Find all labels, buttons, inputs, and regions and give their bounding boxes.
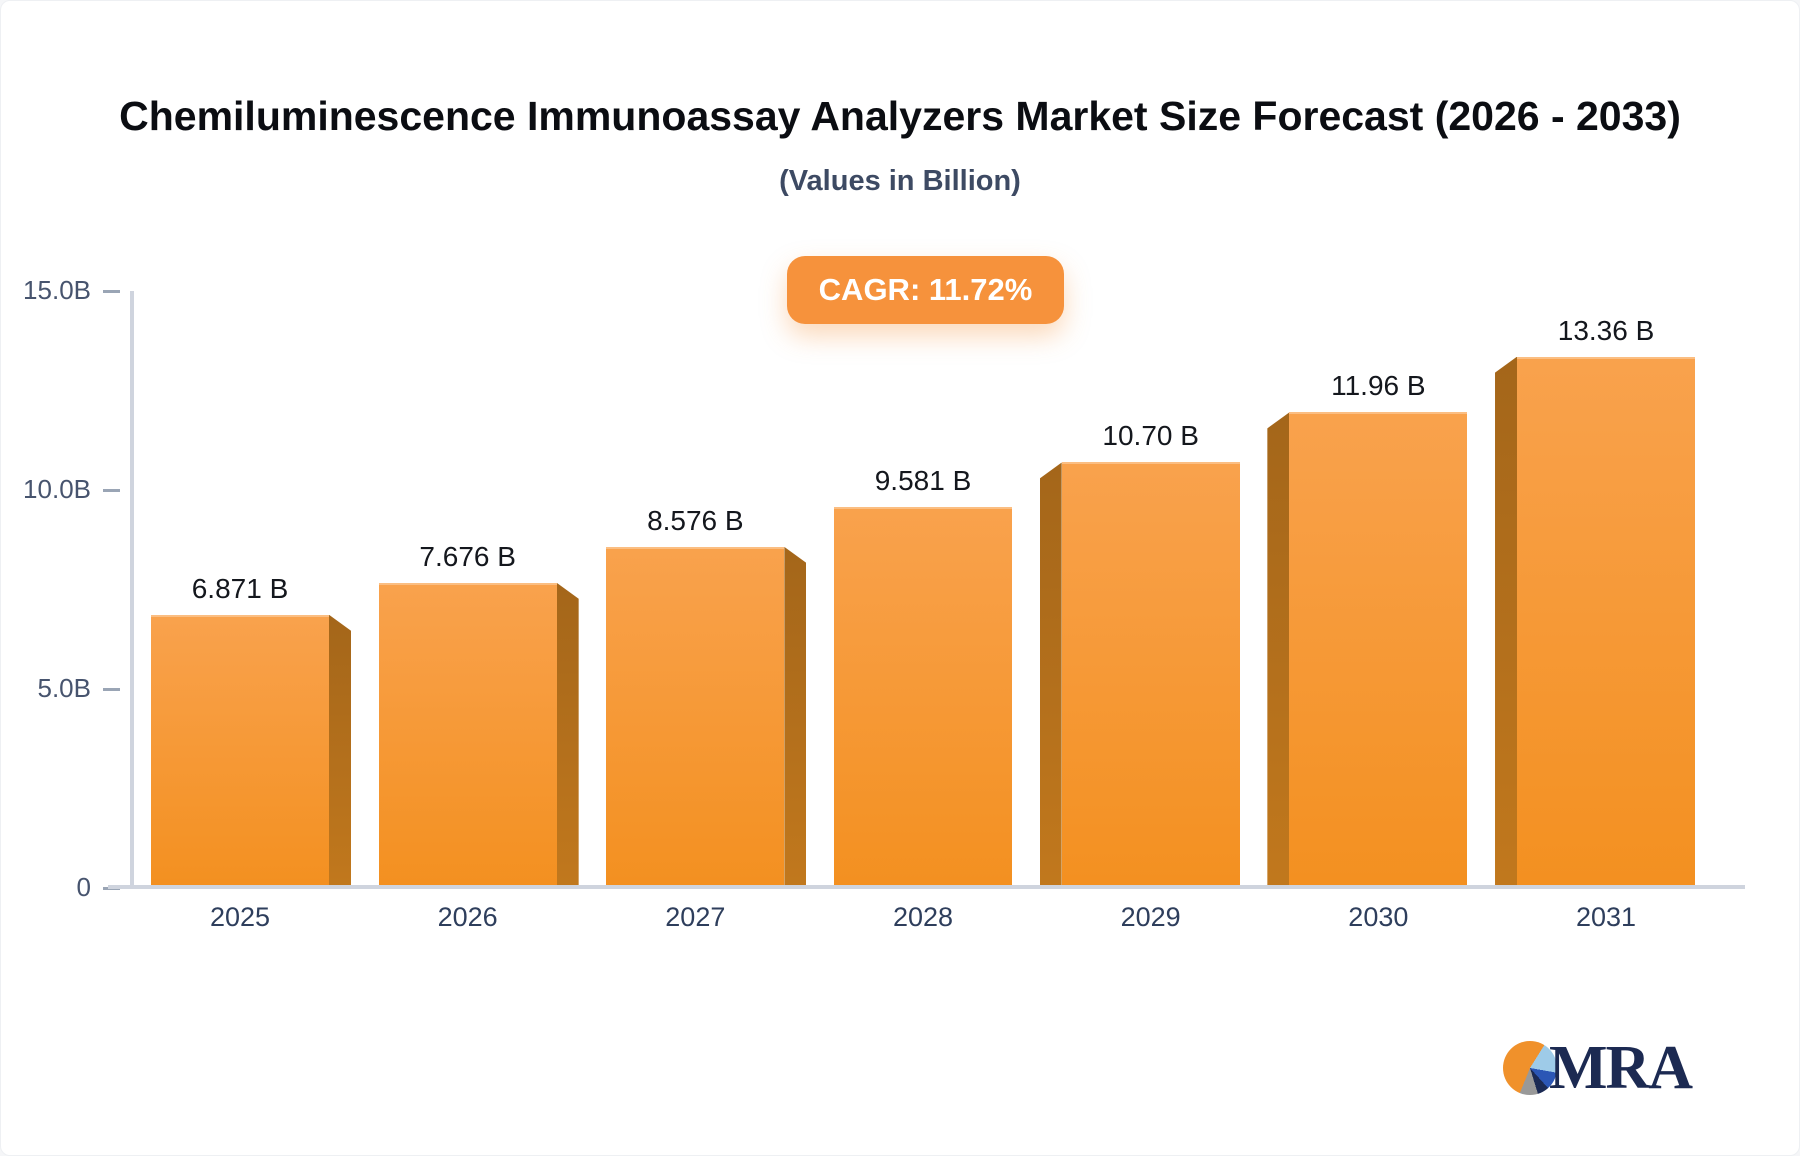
- bar-2028: [834, 506, 1012, 888]
- bar-side-face: [1267, 412, 1290, 888]
- bar-2025: [151, 614, 329, 888]
- x-tick-label: 2026: [437, 902, 498, 932]
- bar-value-label: 7.676 B: [419, 540, 516, 572]
- chart-title: Chemiluminescence Immunoassay Analyzers …: [119, 93, 1681, 139]
- bar-2026: [378, 582, 557, 888]
- y-tick-label: 5.0B: [37, 673, 92, 704]
- bar-2031: [1517, 356, 1696, 888]
- x-tick-label: 2025: [209, 902, 271, 932]
- cagr-badge-label: CAGR: 11.72%: [818, 272, 1033, 307]
- mra-logo: MRA: [1503, 1034, 1693, 1102]
- y-tick-label: 10.0B: [23, 474, 91, 505]
- logo-text: MRA: [1549, 1034, 1693, 1102]
- bar-side-face: [784, 546, 807, 888]
- y-tick-dash: [103, 688, 120, 692]
- bar-2030: [1289, 412, 1468, 888]
- bar-2029: [1061, 462, 1240, 888]
- bar-side-face: [556, 582, 579, 888]
- pie-chart-icon: [1503, 1041, 1557, 1095]
- y-tick-dash: [103, 489, 120, 493]
- bar-side-face: [329, 614, 351, 888]
- bar-value-label: 8.576 B: [647, 504, 744, 536]
- x-axis-line: [108, 885, 1745, 889]
- bar-side-face: [1495, 356, 1518, 888]
- chart-subtitle: (Values in Billion): [779, 165, 1021, 197]
- bar-value-label: 9.581 B: [874, 464, 972, 496]
- x-tick-label: 2029: [1120, 902, 1181, 932]
- bar-2027: [606, 546, 785, 888]
- bar-value-label: 6.871 B: [191, 572, 289, 604]
- bar-side-face: [1039, 462, 1062, 888]
- bar-value-label: 11.96 B: [1331, 370, 1426, 402]
- bar-value-label: 13.36 B: [1557, 314, 1655, 346]
- y-tick-dash: [103, 290, 120, 294]
- cagr-badge: CAGR: 11.72%: [787, 256, 1064, 324]
- bar-value-label: 10.70 B: [1102, 420, 1199, 452]
- x-tick-label: 2027: [665, 902, 726, 932]
- y-tick-label: 15.0B: [23, 275, 91, 306]
- y-axis-line: [130, 291, 134, 888]
- x-tick-label: 2031: [1575, 902, 1637, 932]
- x-tick-label: 2028: [892, 902, 954, 932]
- x-tick-label: 2030: [1348, 902, 1409, 932]
- y-tick-label: 0: [76, 872, 91, 902]
